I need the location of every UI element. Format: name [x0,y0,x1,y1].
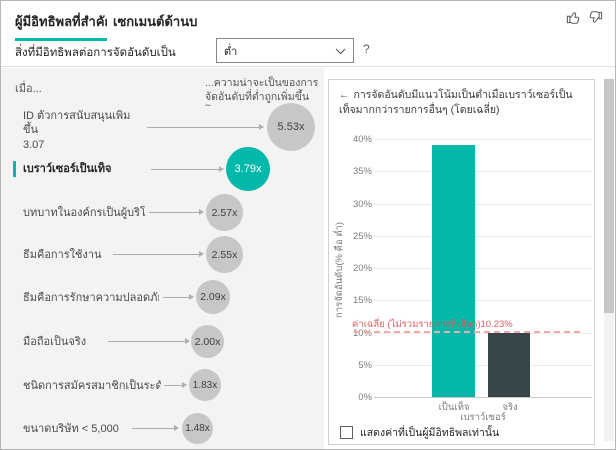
influence-bubble[interactable]: 1.48x [182,413,213,444]
influence-arrow [132,425,179,431]
header: ผู้มีอิทธิพลที่สำคัญ เซกเมนต์ด้านบน สิ่ง… [1,1,615,67]
y-tick: 25% [352,231,372,242]
influence-bubble[interactable]: 2.55x [206,236,243,273]
influencer-label[interactable]: ชนิดการสมัครสมาชิกเป็นระดับพรีเมียร์ [23,380,161,392]
gridline [374,139,592,140]
gridline [374,204,592,205]
y-tick: 0% [358,392,372,403]
influencer-label[interactable]: ธีมคือการใช้งาน [23,249,102,261]
influence-bubble[interactable]: 2.57x [206,194,243,231]
bar-false[interactable] [432,145,475,397]
influence-bubble-selected[interactable]: 3.79x [226,147,270,191]
y-tick: 5% [358,360,372,371]
y-tick: 30% [352,199,372,210]
scrollbar-thumb[interactable] [604,79,614,313]
influence-arrow [151,166,224,172]
scrollbar-track[interactable] [604,79,614,441]
influencer-label[interactable]: ขนาดบริษัท < 5,000 [23,423,119,435]
gridline [374,300,592,301]
x-tick-true: จริง [502,402,518,413]
influence-bubble[interactable]: 5.53x [267,103,315,151]
thumbs-down-icon[interactable] [588,10,603,25]
y-tick: 40% [352,134,372,145]
gridline [374,171,592,172]
influence-bubble[interactable]: 2.00x [191,325,224,358]
only-influencers-checkbox[interactable] [340,426,353,439]
y-tick: 15% [352,295,372,306]
chevron-down-icon [335,42,346,60]
when-column-header: เมื่อ... [15,83,42,95]
influence-bubble[interactable]: 1.83x [189,369,221,401]
gridline [374,365,592,366]
thumbs-up-icon[interactable] [566,10,581,25]
feedback-buttons [566,10,603,25]
influence-arrow [108,338,190,344]
influencer-label[interactable]: ID ตัวการสนับสนุนเพิ่มขึ้น 3.07 [23,110,131,151]
influencer-label[interactable]: มือถือเป็นจริง [23,336,87,348]
influencer-label[interactable]: ธีมคือการรักษาความปลอดภัย [23,292,159,304]
selected-indicator [13,161,16,177]
question-label: สิ่งที่มีอิทธิพลต่อการจัดอันดับเป็น [15,47,176,59]
x-tick-false: เป็นเท็จ [438,402,470,413]
y-axis-title: การจัดอันดับ(% คือ ต่ำ) [334,222,345,318]
influence-arrow [113,251,204,257]
y-tick: 20% [352,263,372,274]
dropdown-selected-value: ต่ำ [224,45,238,58]
gridline [374,333,592,334]
influence-arrow [147,124,264,130]
average-line [354,331,580,333]
detail-chart-card: ← การจัดอันดับมีแนวโน้มเป็นต่ำเมื่อเบราว์… [328,79,595,445]
gridline [374,236,592,237]
x-axis-line [374,397,592,398]
bar-true[interactable] [488,333,530,397]
only-influencers-row: แสดงค่าที่เป็นผู้มีอิทธิพลเท่านั้น [340,424,499,441]
tab-key-influencers[interactable]: ผู้มีอิทธิพลที่สำคัญ [15,11,107,41]
influencer-label[interactable]: เบราว์เซอร์เป็นเท็จ [23,163,112,175]
effect-column-header: ...ความน่าจะเป็นของการจัดอันดับที่ต่ำถูก… [205,77,319,106]
influencer-sublabel: 3.07 [23,138,45,151]
influence-arrow [149,209,204,215]
gridline [374,268,592,269]
chart-title: ← การจัดอันดับมีแนวโน้มเป็นต่ำเมื่อเบราว์… [339,89,573,116]
x-axis-title: เบราว์เซอร์ [460,412,506,423]
influence-arrow [163,294,194,300]
average-line-label: ค่าเฉลี่ย (ไม่รวมรายการที่เลือก)10.23% [352,319,513,330]
y-tick: 35% [352,166,372,177]
influencer-label[interactable]: บทบาทในองค์กรเป็นผู้บริโภค [23,207,145,219]
influence-arrow [164,382,187,388]
tab-top-segments[interactable]: เซกเมนต์ด้านบน [113,14,197,29]
metric-dropdown[interactable]: ต่ำ [216,38,354,63]
y-tick: 10% [352,328,372,339]
back-arrow-icon[interactable]: ← [339,89,350,101]
influencers-list-panel: เมื่อ... ...ความน่าจะเป็นของการจัดอันดับ… [1,68,324,449]
influence-bubble[interactable]: 2.09x [196,280,230,314]
only-influencers-label: แสดงค่าที่เป็นผู้มีอิทธิพลเท่านั้น [360,427,500,439]
help-button[interactable]: ? [363,42,370,56]
